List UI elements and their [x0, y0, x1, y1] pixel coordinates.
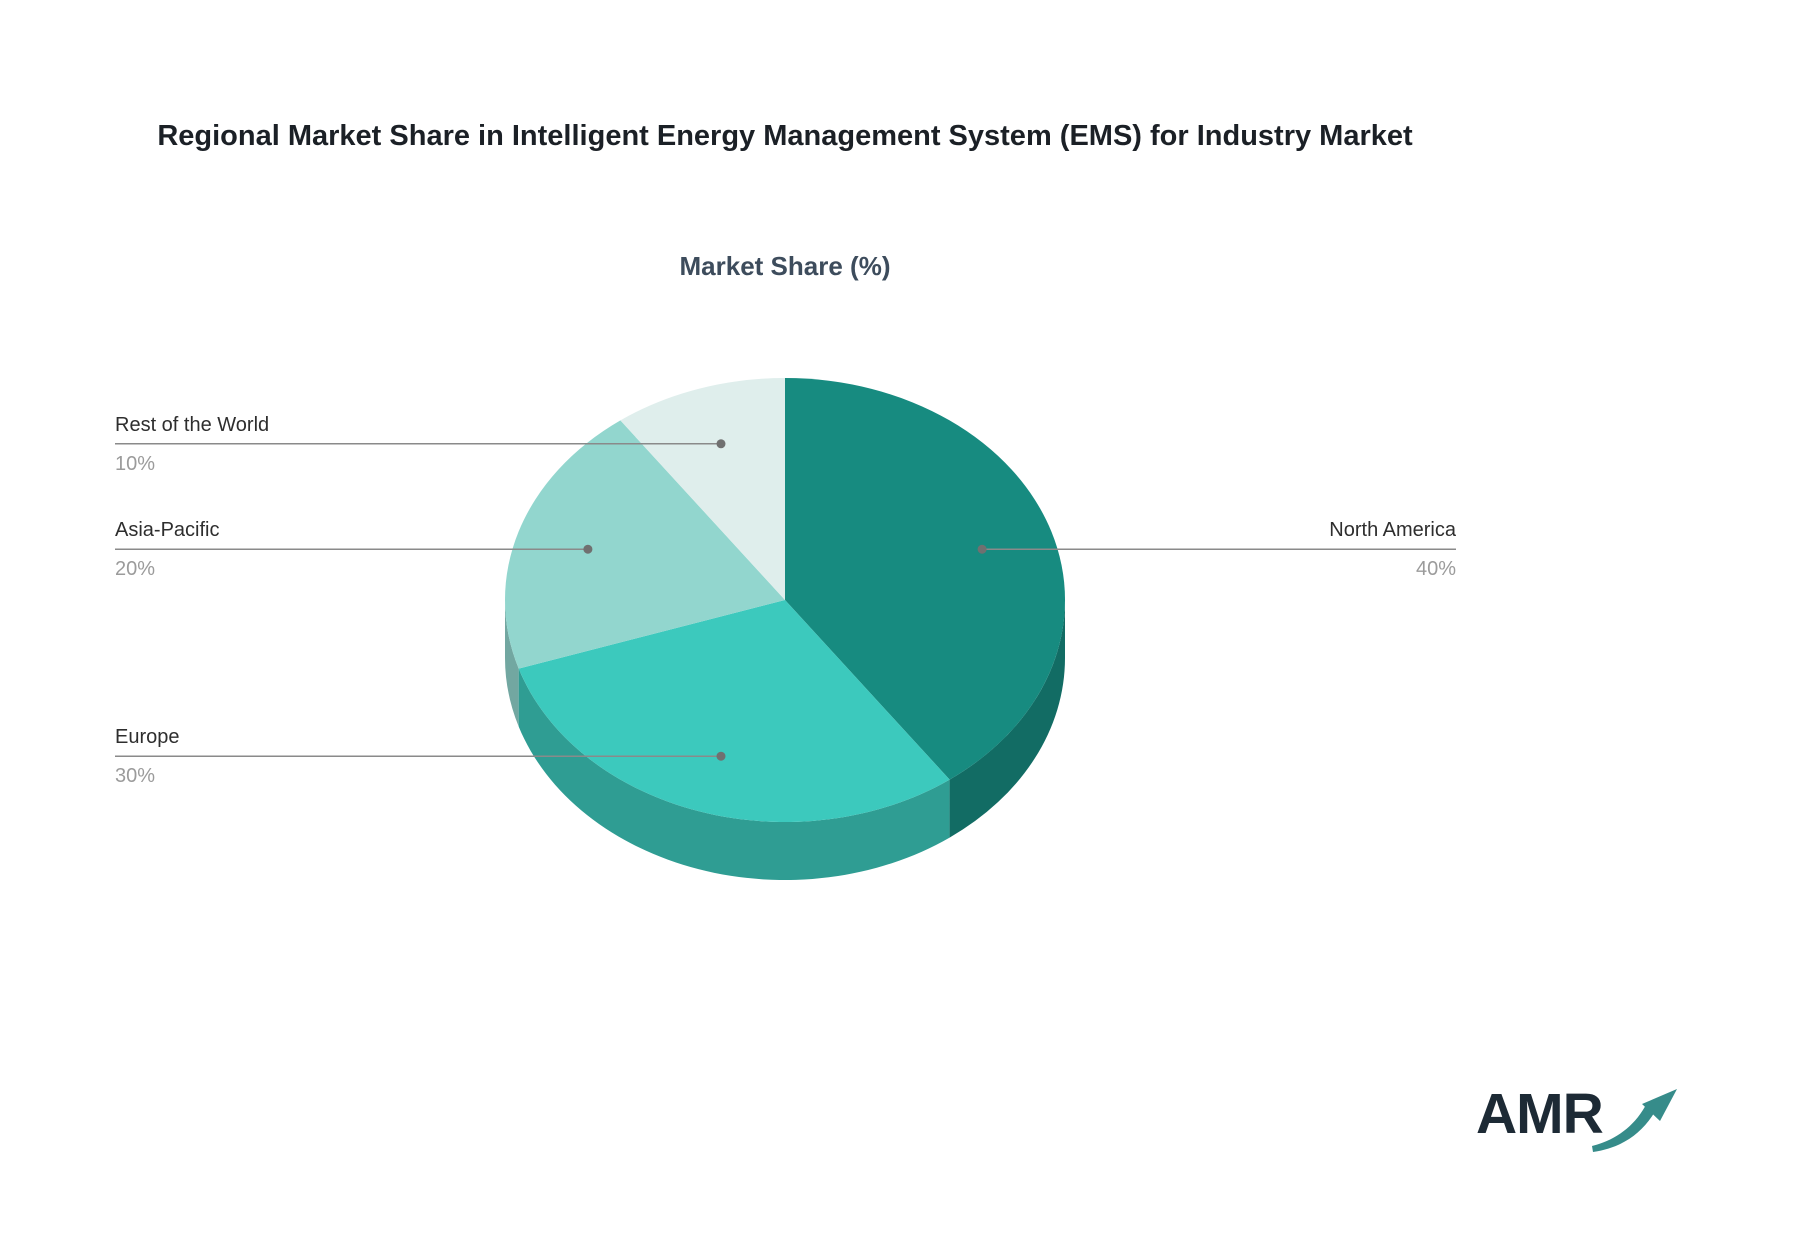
growth-arrow-icon: [1591, 1089, 1677, 1152]
label-connector-dot-rest-of-the-world: [716, 439, 726, 449]
slice-label-north-america: North America: [1329, 519, 1456, 541]
slice-value-north-america: 40%: [1415, 558, 1456, 580]
chart-subtitle: Market Share (%): [679, 251, 891, 281]
slice-label-europe: Europe: [115, 726, 180, 748]
slice-label-rest-of-the-world: Rest of the World: [115, 414, 270, 436]
amr-logo: AMR: [1476, 1084, 1681, 1156]
slice-value-asia-pacific: 20%: [115, 558, 156, 580]
slice-value-rest-of-the-world: 10%: [115, 453, 156, 475]
pie-slice-side-asia-pacific[interactable]: [505, 600, 519, 727]
label-connector-dot-europe: [716, 751, 726, 761]
pie-slice-side-north-america[interactable]: [949, 600, 1066, 838]
slice-value-europe: 30%: [115, 765, 156, 787]
amr-logo-text: AMR: [1476, 1082, 1604, 1146]
pie-slice-europe[interactable]: [518, 600, 950, 823]
pie-slice-asia-pacific[interactable]: [504, 420, 785, 669]
pie-slice-rest-of-the-world[interactable]: [620, 378, 785, 600]
chart-title: Regional Market Share in Intelligent Ene…: [157, 120, 1413, 152]
label-connector-dot-north-america: [977, 544, 987, 554]
slice-label-asia-pacific: Asia-Pacific: [115, 519, 220, 541]
pie-slice-north-america[interactable]: [785, 378, 1066, 780]
pie-slice-side-europe[interactable]: [518, 668, 950, 881]
label-connector-dot-asia-pacific: [583, 544, 593, 554]
